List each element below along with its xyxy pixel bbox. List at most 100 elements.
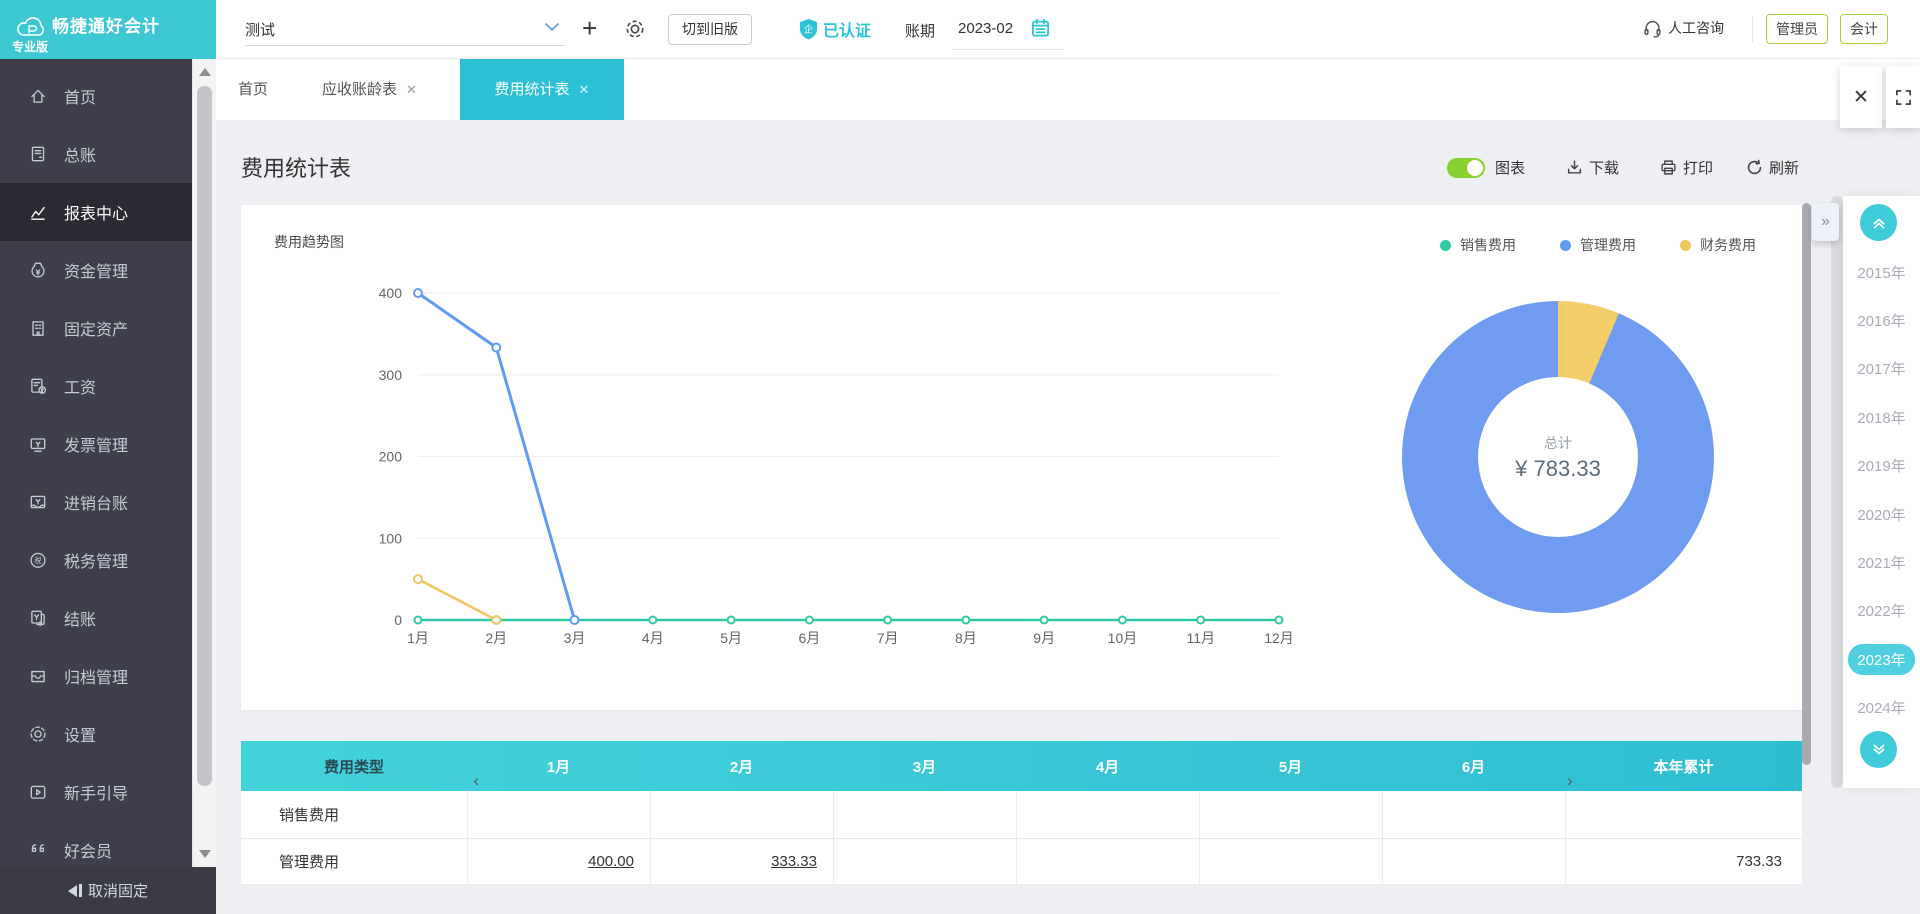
- chart-toggle-label: 图表: [1495, 160, 1526, 177]
- year-item-2016年[interactable]: 2016年: [1843, 296, 1920, 344]
- next-months-arrow[interactable]: ›: [1567, 770, 1573, 790]
- settings-gear-button[interactable]: [624, 18, 646, 40]
- certified-label: 已认证: [823, 23, 872, 40]
- year-item-2018年[interactable]: 2018年: [1843, 393, 1920, 441]
- sidebar-item-settings[interactable]: 设置: [0, 705, 192, 763]
- year-item-2017年[interactable]: 2017年: [1843, 345, 1920, 393]
- close-tab-icon[interactable]: ✕: [578, 82, 590, 97]
- close-all-tabs-button[interactable]: ✕: [1840, 66, 1882, 128]
- cell-销售费用-6月: [1382, 791, 1565, 838]
- sidebar-item-reports[interactable]: 报表中心: [0, 183, 192, 241]
- years-scroll-down-button[interactable]: [1860, 731, 1897, 768]
- sidebar-item-tax[interactable]: 税 税务管理: [0, 531, 192, 589]
- tab-首页[interactable]: 首页: [238, 59, 298, 120]
- tab-应收账龄表[interactable]: 应收账龄表 ✕: [322, 59, 452, 120]
- sidebar-item-funds[interactable]: 资金管理: [0, 241, 192, 299]
- sidebar-scrollbar: [192, 59, 216, 867]
- close-tab-icon[interactable]: ✕: [406, 82, 417, 97]
- table-header-total: 本年累计: [1653, 758, 1714, 776]
- sidebar-scrollbar-thumb[interactable]: [197, 86, 212, 786]
- double-chevron-down-icon: [1873, 744, 1884, 754]
- brand-name: 畅捷通好会计: [52, 17, 160, 36]
- period-label: 账期: [905, 23, 936, 40]
- row-label: 销售费用: [279, 807, 340, 824]
- sidebar-item-ledger[interactable]: 总账: [0, 125, 192, 183]
- sidebar-item-label: 好会员: [64, 844, 113, 861]
- legend-item-销售费用[interactable]: 销售费用: [1440, 235, 1516, 255]
- chart-title: 费用趋势图: [274, 234, 344, 250]
- legend-item-财务费用[interactable]: 财务费用: [1680, 235, 1756, 255]
- member-icon: [31, 844, 44, 852]
- refresh-button[interactable]: 刷新: [1746, 157, 1799, 178]
- year-label: 2020年: [1857, 506, 1906, 524]
- cell-管理费用-6月: [1382, 839, 1565, 884]
- cloud-logo-icon: [16, 13, 48, 43]
- cell-管理费用-2月[interactable]: 333.33: [650, 839, 833, 884]
- scroll-up-arrow-icon[interactable]: [199, 68, 211, 76]
- sidebar-item-member[interactable]: 好会员: [0, 821, 192, 867]
- svg-text:6月: 6月: [798, 630, 820, 646]
- year-label: 2019年: [1857, 458, 1906, 476]
- sidebar-item-invoice[interactable]: 发票管理: [0, 415, 192, 473]
- svg-text:11月: 11月: [1186, 630, 1215, 646]
- headset-icon: [1644, 20, 1661, 38]
- certified-badge: 企 已认证: [798, 17, 871, 41]
- sidebar-item-trade[interactable]: 进销台账: [0, 473, 192, 531]
- download-icon: [1567, 160, 1582, 174]
- legend-item-管理费用[interactable]: 管理费用: [1560, 235, 1636, 255]
- sidebar-item-label: 报表中心: [64, 206, 129, 223]
- calendar-icon[interactable]: [1030, 17, 1051, 39]
- print-button[interactable]: 打印: [1660, 157, 1713, 178]
- download-label: 下载: [1589, 160, 1620, 177]
- period-value[interactable]: 2023-02: [958, 20, 1014, 37]
- collapse-year-panel-button[interactable]: »: [1812, 203, 1839, 241]
- unpin-sidebar-button[interactable]: 取消固定: [0, 867, 216, 914]
- new-tab-button[interactable]: +: [582, 13, 598, 43]
- scroll-down-arrow-icon[interactable]: [199, 850, 211, 858]
- table-row-销售费用: 销售费用: [241, 791, 1802, 839]
- content-scrollbar-track[interactable]: [1831, 196, 1843, 788]
- year-item-2024年[interactable]: 2024年: [1843, 684, 1920, 732]
- year-item-2019年[interactable]: 2019年: [1843, 442, 1920, 490]
- tab-label: 首页: [238, 81, 269, 98]
- year-item-2023年[interactable]: 2023年: [1843, 635, 1920, 683]
- sidebar-item-assets[interactable]: 固定资产: [0, 299, 192, 357]
- years-scroll-up-button[interactable]: [1860, 204, 1897, 241]
- svg-text:7月: 7月: [877, 630, 899, 646]
- sidebar-item-label: 归档管理: [64, 670, 129, 687]
- prev-months-arrow[interactable]: ‹: [473, 770, 479, 790]
- support-label: 人工咨询: [1668, 20, 1724, 36]
- sidebar-item-guide[interactable]: 新手引导: [0, 763, 192, 821]
- year-item-2022年[interactable]: 2022年: [1843, 587, 1920, 635]
- year-item-2015年[interactable]: 2015年: [1843, 248, 1920, 296]
- tab-费用统计表[interactable]: 费用统计表 ✕: [460, 59, 624, 120]
- account-selector[interactable]: 测试: [245, 12, 565, 46]
- svg-text:4月: 4月: [642, 630, 664, 646]
- sidebar-item-salary[interactable]: 工资: [0, 357, 192, 415]
- sidebar-item-archive[interactable]: 归档管理: [0, 647, 192, 705]
- role-admin-button[interactable]: 管理员: [1766, 14, 1828, 44]
- sidebar-item-label: 设置: [64, 728, 97, 745]
- switch-old-version-button[interactable]: 切到旧版: [668, 14, 752, 45]
- svg-text:200: 200: [379, 449, 403, 465]
- support-button[interactable]: 人工咨询: [1643, 18, 1724, 38]
- table-header-month-3月: 3月: [912, 758, 937, 776]
- sidebar-item-closing[interactable]: 结账: [0, 589, 192, 647]
- download-button[interactable]: 下载: [1566, 157, 1619, 178]
- cell-管理费用-1月[interactable]: 400.00: [467, 839, 650, 884]
- topbar: 畅捷通好会计 专业版 测试 + 切到旧版 企 已认证 账期 2023-02: [0, 0, 1920, 59]
- chart-toggle[interactable]: [1447, 158, 1485, 178]
- main-scrollbar-thumb[interactable]: [1802, 203, 1811, 765]
- reports-icon: [31, 206, 45, 220]
- cell-销售费用-2月: [650, 791, 833, 838]
- year-panel: 2015年 2016年 2017年 2018年 2019年 2020年 2021年 2022年…: [1843, 196, 1920, 788]
- svg-text:300: 300: [379, 367, 403, 383]
- role-accountant-button[interactable]: 会计: [1840, 14, 1888, 44]
- year-item-2021年[interactable]: 2021年: [1843, 538, 1920, 586]
- year-item-2020年[interactable]: 2020年: [1843, 490, 1920, 538]
- fullscreen-button[interactable]: [1886, 66, 1920, 128]
- fullscreen-icon: [1895, 89, 1911, 105]
- sidebar-item-home[interactable]: 首页: [0, 67, 192, 125]
- chart-legend: 销售费用 管理费用 财务费用: [1440, 235, 1756, 255]
